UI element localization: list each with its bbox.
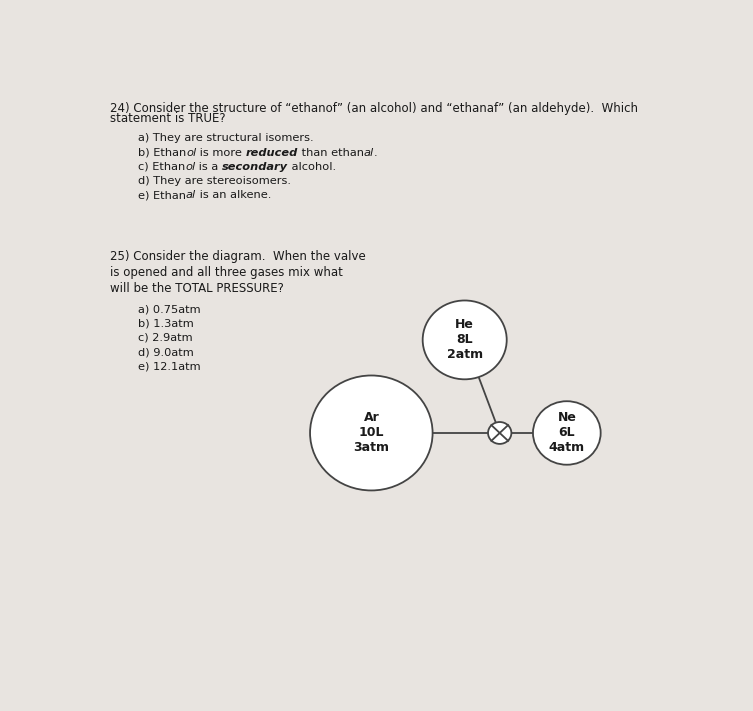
Text: Ar
10L
3atm: Ar 10L 3atm: [353, 412, 389, 454]
Text: d) They are stereoisomers.: d) They are stereoisomers.: [138, 176, 291, 186]
Text: is an alkene.: is an alkene.: [196, 191, 271, 201]
Text: secondary: secondary: [222, 162, 288, 172]
Text: is a: is a: [195, 162, 222, 172]
Text: al: al: [186, 191, 196, 201]
Text: statement is TRUE?: statement is TRUE?: [111, 112, 226, 124]
Text: 24) Consider the structure of “ethanof” (an alcohol) and “ethanaf” (an aldehyde): 24) Consider the structure of “ethanof” …: [111, 102, 639, 114]
Text: ol: ol: [185, 162, 195, 172]
Text: a) 0.75atm: a) 0.75atm: [138, 304, 200, 314]
Circle shape: [310, 375, 432, 491]
Text: d) 9.0atm: d) 9.0atm: [138, 347, 194, 357]
Text: b) 1.3atm: b) 1.3atm: [138, 319, 194, 328]
Text: is opened and all three gases mix what: is opened and all three gases mix what: [111, 266, 343, 279]
Circle shape: [533, 401, 601, 465]
Text: alcohol.: alcohol.: [288, 162, 337, 172]
Text: He
8L
2atm: He 8L 2atm: [447, 319, 483, 361]
Text: Ne
6L
4atm: Ne 6L 4atm: [549, 412, 585, 454]
Text: b) Ethan: b) Ethan: [138, 148, 186, 158]
Text: e) 12.1atm: e) 12.1atm: [138, 361, 200, 371]
Text: c) 2.9atm: c) 2.9atm: [138, 333, 193, 343]
Text: e) Ethan: e) Ethan: [138, 191, 186, 201]
Text: is more: is more: [197, 148, 245, 158]
Text: than ethan: than ethan: [298, 148, 364, 158]
Text: reduced: reduced: [245, 148, 298, 158]
Text: .: .: [374, 148, 378, 158]
Text: ol: ol: [186, 148, 197, 158]
Text: al: al: [364, 148, 374, 158]
Text: 25) Consider the diagram.  When the valve: 25) Consider the diagram. When the valve: [111, 250, 366, 262]
Text: a) They are structural isomers.: a) They are structural isomers.: [138, 134, 313, 144]
Circle shape: [422, 301, 507, 379]
Text: will be the TOTAL PRESSURE?: will be the TOTAL PRESSURE?: [111, 282, 285, 295]
Text: c) Ethan: c) Ethan: [138, 162, 185, 172]
Circle shape: [488, 422, 511, 444]
